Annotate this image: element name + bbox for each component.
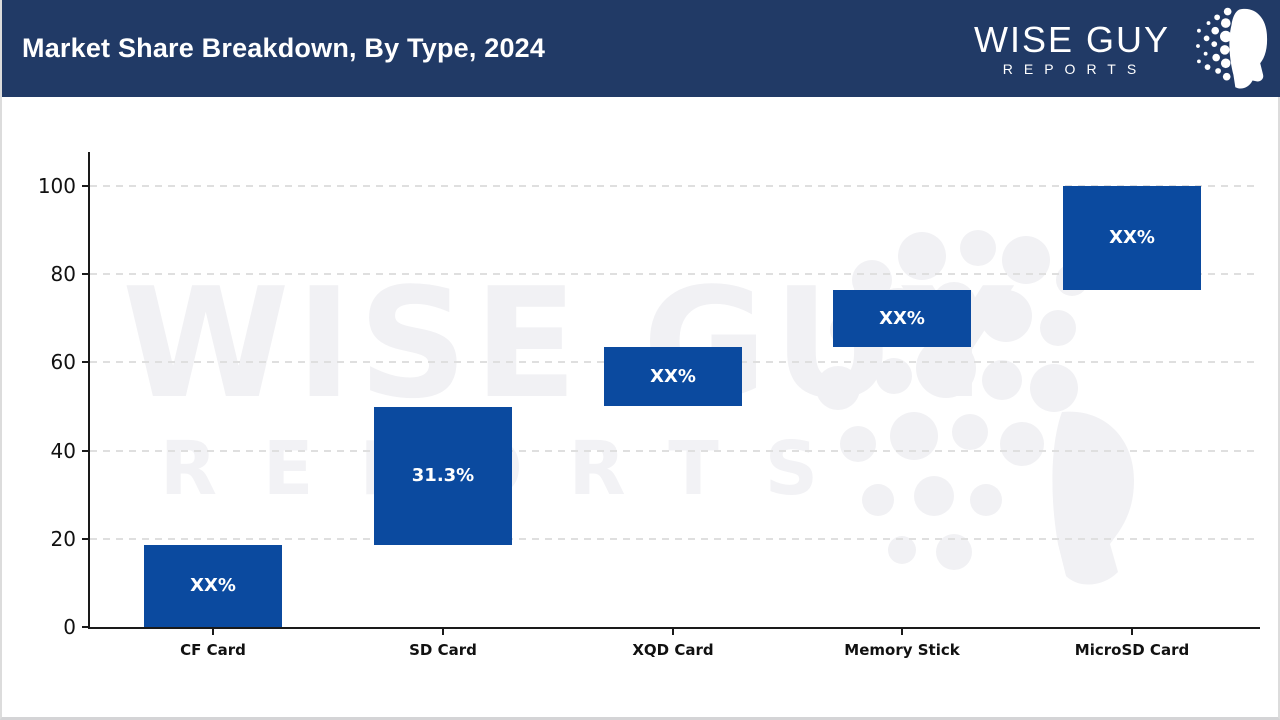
y-tick-mark [82, 361, 90, 364]
x-tick-mark [212, 629, 214, 635]
y-gridline [90, 537, 1260, 540]
bar-value-label: XX% [1109, 227, 1155, 249]
y-tick-label: 40 [50, 438, 76, 463]
y-tick-mark [82, 537, 90, 540]
y-tick-label: 0 [63, 615, 76, 639]
y-gridline [90, 273, 1260, 276]
x-tick-mark [901, 629, 903, 635]
y-tick-mark [82, 626, 90, 628]
y-tick-mark [82, 449, 90, 452]
bar-value-label: 31.3% [411, 465, 475, 487]
bar-value-label: XX% [190, 575, 236, 597]
bar-xqd-card: XX% [604, 346, 742, 407]
y-tick-label: 20 [50, 526, 76, 551]
chart-title: Market Share Breakdown, By Type, 2024 [22, 33, 546, 63]
x-category-label: CF Card [180, 641, 246, 659]
brand-name: WISE GUY [973, 18, 1170, 60]
x-category-label: XQD Card [632, 641, 714, 659]
y-tick-mark [82, 185, 90, 187]
header-bar: Market Share Breakdown, By Type, 2024 WI… [2, 0, 1280, 97]
x-tick-mark [672, 629, 674, 635]
y-axis-line [88, 152, 90, 629]
y-tick-label: 100 [37, 174, 76, 198]
x-tick-mark [1131, 629, 1133, 635]
y-gridline [90, 185, 1260, 187]
bar-microsd-card: XX% [1063, 186, 1201, 290]
brand-logo: WISE GUY REPORTS [974, 2, 1268, 96]
x-axis-line [88, 627, 1260, 629]
x-category-label: Memory Stick [844, 641, 960, 659]
y-tick-mark [82, 273, 90, 276]
x-tick-mark [442, 629, 444, 635]
y-gridline [90, 449, 1260, 452]
bar-memory-stick: XX% [833, 289, 971, 347]
y-tick-label: 80 [50, 262, 76, 287]
x-category-label: MicroSD Card [1074, 641, 1190, 659]
dotted-head-profile-icon [1172, 2, 1268, 96]
bar-value-label: XX% [879, 307, 925, 329]
bar-cf-card: XX% [144, 544, 282, 627]
x-category-label: SD Card [409, 641, 477, 659]
brand-subname: REPORTS [1002, 60, 1148, 77]
y-tick-label: 60 [50, 350, 76, 375]
bar-value-label: XX% [650, 366, 696, 388]
bar-sd-card: 31.3% [374, 406, 512, 545]
brand-wordmark: WISE GUY REPORTS [973, 18, 1170, 77]
